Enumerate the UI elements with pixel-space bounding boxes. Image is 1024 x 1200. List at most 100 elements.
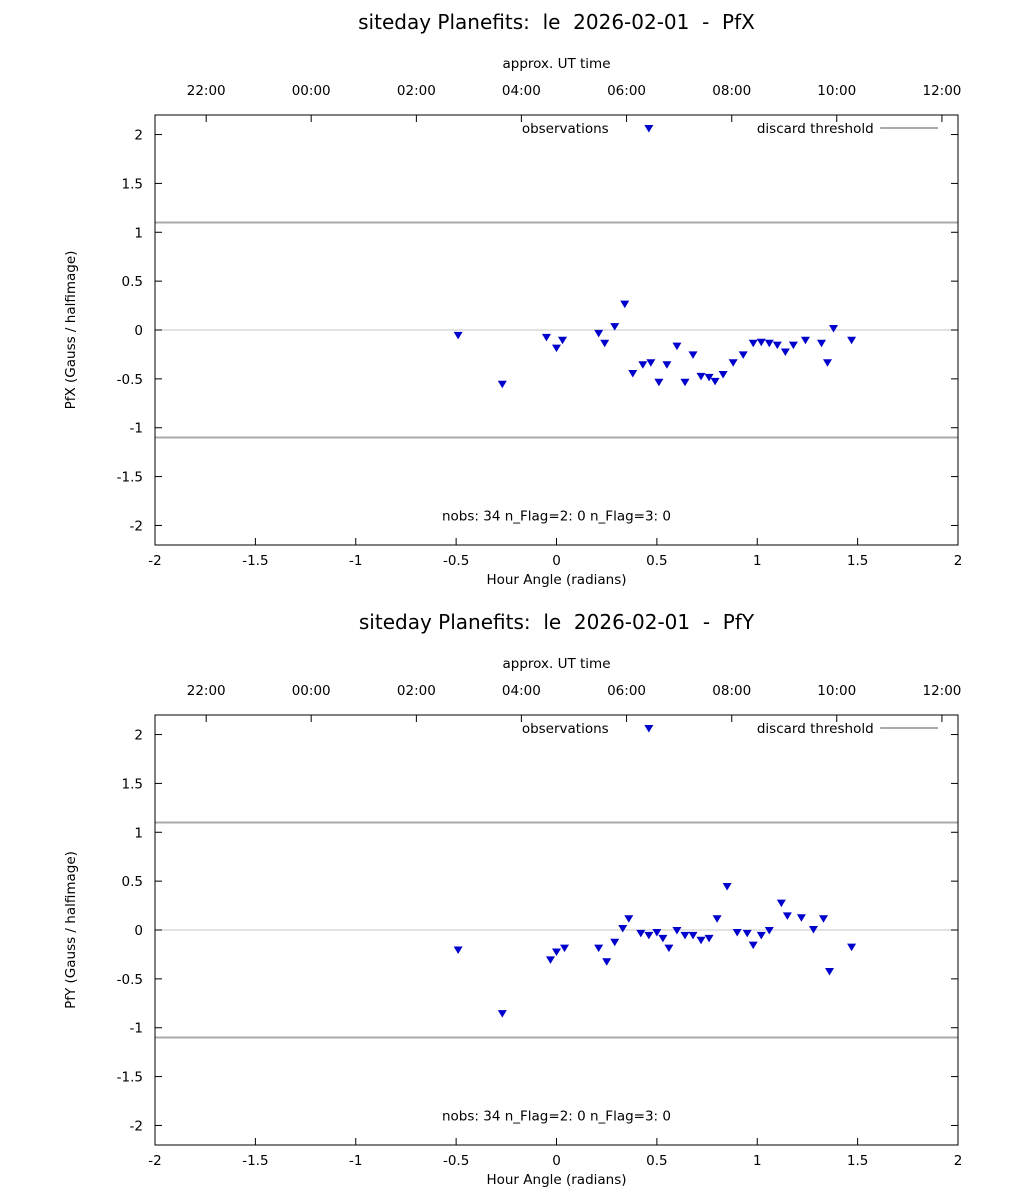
- y-tick-label: 0: [134, 923, 143, 939]
- observation-point: [618, 925, 628, 933]
- observation-point: [552, 344, 561, 353]
- legend-observations-marker: [644, 125, 654, 133]
- observation-point: [782, 912, 792, 920]
- ut-tick-label: 06:00: [607, 83, 646, 99]
- x-tick-label: 0: [552, 553, 561, 569]
- y-tick-label: 2: [134, 728, 143, 744]
- observation-point: [796, 914, 806, 922]
- x-tick-label: -2: [148, 553, 161, 569]
- observation-point: [788, 341, 798, 350]
- x-tick-label: -1: [349, 1153, 362, 1169]
- y-tick-label: -1: [130, 1021, 143, 1037]
- observation-point: [818, 915, 828, 923]
- pfy-chart: siteday Planefits: le 2026-02-01 - PfY a…: [0, 600, 1024, 1200]
- observation-point: [704, 373, 714, 382]
- observation-point: [558, 336, 568, 345]
- x-tick-label: 1: [753, 553, 762, 569]
- observation-point: [680, 378, 690, 387]
- observation-point: [662, 361, 672, 369]
- observation-point: [636, 929, 646, 938]
- observation-point: [764, 339, 774, 348]
- observation-point: [688, 931, 698, 940]
- observation-point: [644, 931, 654, 940]
- observation-point: [497, 1010, 507, 1018]
- observation-point: [718, 370, 728, 379]
- observation-point: [847, 943, 857, 952]
- y-tick-label: 1.5: [122, 176, 143, 192]
- ut-tick-label: 00:00: [292, 83, 331, 99]
- pfx-x-axis-title: Hour Angle (radians): [486, 572, 627, 588]
- observation-point: [658, 934, 668, 943]
- x-tick-label: -0.5: [443, 553, 469, 569]
- x-tick-label: -0.5: [443, 1153, 469, 1169]
- observation-point: [756, 931, 766, 940]
- y-tick-label: -1.5: [117, 470, 143, 486]
- observation-point: [552, 948, 561, 956]
- observation-point: [628, 370, 638, 378]
- observation-point: [696, 372, 706, 381]
- y-tick-label: 0: [134, 323, 143, 339]
- pfy-x-axis-title: Hour Angle (radians): [486, 1172, 627, 1188]
- observation-point: [594, 944, 604, 953]
- pfy-chart-title: siteday Planefits: le 2026-02-01 - PfY: [358, 610, 755, 634]
- x-tick-label: 2: [954, 553, 963, 569]
- observation-point: [776, 899, 786, 908]
- observation-point: [772, 341, 782, 350]
- ut-tick-label: 10:00: [817, 683, 856, 699]
- pfx-chart-title: siteday Planefits: le 2026-02-01 - PfX: [358, 10, 755, 34]
- ut-tick-label: 10:00: [817, 83, 856, 99]
- ut-tick-label: 02:00: [397, 83, 436, 99]
- observation-point: [823, 359, 833, 367]
- ut-tick-label: 22:00: [187, 83, 226, 99]
- y-tick-label: 1.5: [122, 776, 143, 792]
- legend-observations-label: observations: [522, 721, 609, 737]
- observation-point: [672, 342, 682, 351]
- x-tick-label: 1: [753, 1153, 762, 1169]
- observation-point: [610, 938, 620, 947]
- observation-point: [748, 941, 758, 950]
- observation-point: [722, 883, 732, 891]
- observation-point: [594, 329, 604, 338]
- observation-point: [732, 928, 742, 937]
- observation-point: [602, 958, 612, 966]
- observation-point: [545, 956, 555, 964]
- x-tick-label: 1.5: [847, 553, 868, 569]
- ut-tick-label: 06:00: [607, 683, 646, 699]
- observation-point: [712, 915, 722, 923]
- observation-point: [600, 339, 610, 348]
- y-tick-label: 1: [134, 825, 143, 841]
- y-tick-label: 2: [134, 128, 143, 144]
- x-tick-label: 0.5: [646, 1153, 667, 1169]
- observation-point: [756, 338, 766, 347]
- ut-tick-label: 22:00: [187, 683, 226, 699]
- ut-tick-label: 02:00: [397, 683, 436, 699]
- observation-point: [742, 929, 752, 938]
- y-tick-label: 0.5: [122, 874, 143, 890]
- ut-tick-label: 12:00: [922, 683, 961, 699]
- x-tick-label: -1.5: [242, 1153, 268, 1169]
- legend-observations-marker: [644, 725, 654, 733]
- observation-point: [680, 931, 690, 940]
- y-tick-label: -1: [130, 421, 143, 437]
- observation-point: [453, 331, 463, 340]
- x-tick-label: 0.5: [646, 553, 667, 569]
- observation-point: [704, 934, 714, 943]
- observation-point: [672, 927, 682, 935]
- observation-point: [497, 380, 507, 389]
- x-tick-label: -1.5: [242, 553, 268, 569]
- y-tick-label: 0.5: [122, 274, 143, 290]
- x-tick-label: 1.5: [847, 1153, 868, 1169]
- x-tick-label: -2: [148, 1153, 161, 1169]
- observation-point: [624, 915, 634, 923]
- observation-point: [638, 361, 648, 369]
- observation-point: [816, 339, 826, 348]
- pfx-chart: siteday Planefits: le 2026-02-01 - PfX a…: [63, 10, 963, 588]
- observation-point: [710, 377, 720, 386]
- x-tick-label: 0: [552, 1153, 561, 1169]
- observation-point: [748, 339, 758, 348]
- pfy-top-axis-title: approx. UT time: [502, 656, 611, 672]
- observation-point: [664, 944, 674, 953]
- y-tick-label: -1.5: [117, 1070, 143, 1086]
- observation-point: [560, 944, 570, 953]
